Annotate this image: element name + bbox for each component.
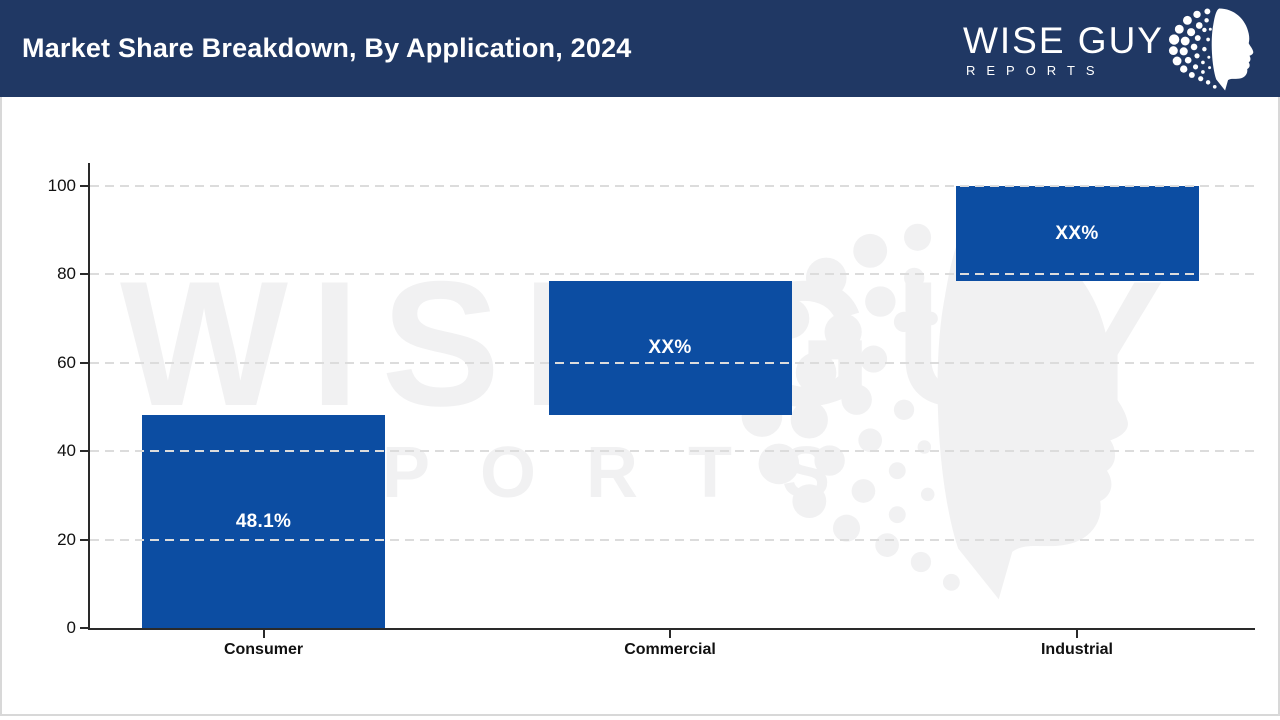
y-tick-label: 20 — [57, 529, 76, 549]
y-tick-label: 0 — [66, 618, 76, 637]
y-tick-mark — [80, 273, 88, 276]
gridline — [90, 450, 1255, 453]
gridline — [90, 538, 1255, 541]
chart-area: WISE GUY REPORTS 48.1%XX%XX%020406080100… — [0, 97, 1280, 716]
y-tick-label: 80 — [57, 264, 76, 284]
y-axis-line — [88, 163, 90, 630]
brand-logo-text: WISE GUY REPORTS — [963, 22, 1164, 77]
x-axis-line — [88, 628, 1255, 630]
logo-head-icon — [1168, 8, 1254, 91]
y-tick-mark — [80, 361, 88, 364]
y-tick-label: 60 — [57, 352, 76, 372]
gridline — [90, 185, 1255, 187]
gridline — [90, 273, 1255, 276]
x-category-label: Consumer — [223, 641, 304, 658]
x-tick-mark — [669, 630, 671, 638]
page-title: Market Share Breakdown, By Application, … — [22, 33, 632, 63]
x-category-label: Industrial — [1040, 641, 1113, 658]
bar: XX% — [548, 281, 792, 416]
y-tick-label: 100 — [47, 176, 76, 195]
y-tick-label: 40 — [57, 441, 76, 461]
brand-logo: WISE GUY REPORTS — [963, 7, 1262, 92]
bar: XX% — [955, 186, 1199, 282]
y-tick-mark — [80, 538, 88, 541]
x-tick-mark — [262, 630, 265, 638]
bar-value-label: XX% — [648, 337, 692, 359]
bar-value-label: XX% — [1055, 222, 1099, 244]
plot-area: 48.1% XX% XX% 0 20 40 60 80 100 Consumer Commercia… — [2, 97, 1278, 714]
x-tick-mark — [1076, 630, 1078, 638]
y-tick-mark — [80, 450, 88, 453]
header: Market Share Breakdown, By Application, … — [0, 0, 1280, 97]
bar: 48.1% — [142, 415, 385, 628]
gridline — [90, 361, 1255, 364]
y-tick-mark — [80, 627, 88, 629]
bar-value-label: 48.1% — [235, 510, 292, 532]
logo-subtext: REPORTS — [965, 63, 1106, 78]
logo-wordmark: WISE GUY — [962, 20, 1164, 61]
y-tick-mark — [80, 185, 88, 187]
x-category-label: Commercial — [624, 641, 716, 658]
